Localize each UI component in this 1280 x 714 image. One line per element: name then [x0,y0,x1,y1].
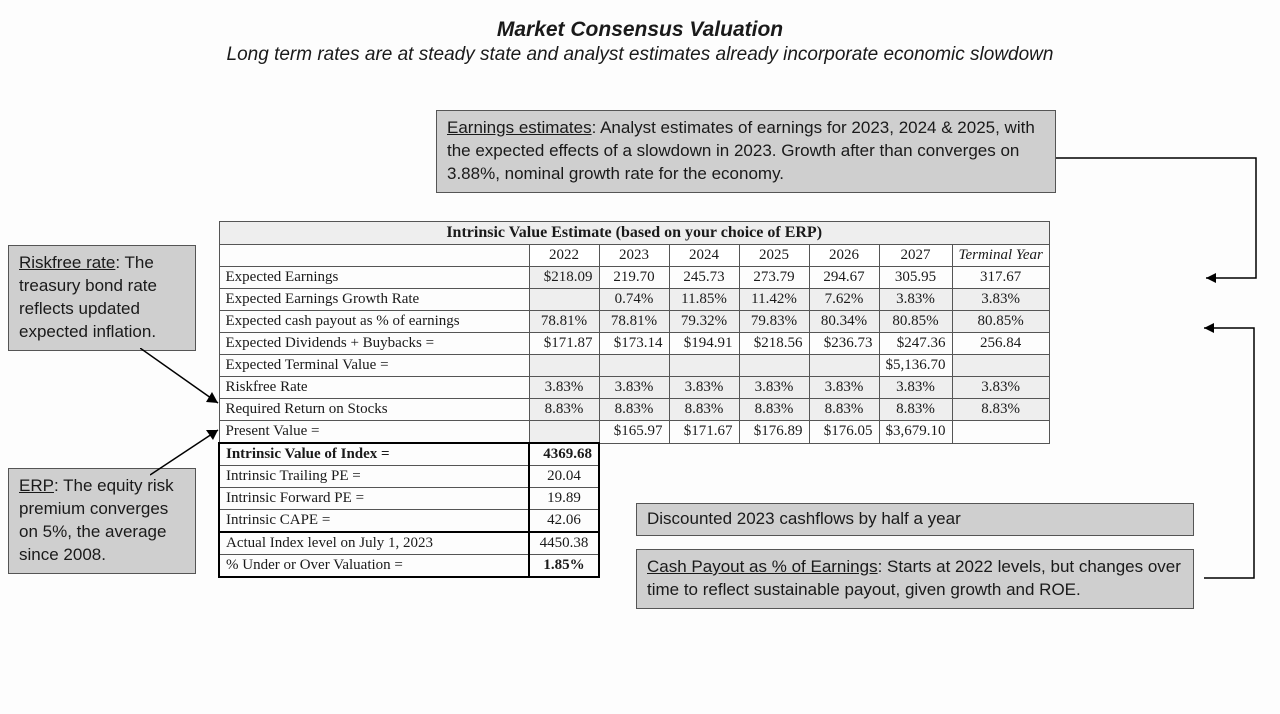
row-intrinsic-value: Intrinsic Value of Index = 4369.68 [219,443,1049,466]
page-subtitle: Long term rates are at steady state and … [0,44,1280,66]
row-forward-pe: Intrinsic Forward PE = 19.89 [219,488,1049,510]
col-2023: 2023 [599,245,669,267]
row-trailing-pe: Intrinsic Trailing PE = 20.04 [219,466,1049,488]
row-expected-earnings: Expected Earnings $218.09 219.70 245.73 … [219,267,1049,289]
col-2024: 2024 [669,245,739,267]
callout-riskfree: Riskfree rate: The treasury bond rate re… [8,245,196,351]
callout-earnings: Earnings estimates: Analyst estimates of… [436,110,1056,193]
connector-payout-to-row [1194,318,1274,588]
row-actual-index: Actual Index level on July 1, 2023 4450.… [219,532,1049,555]
col-terminal: Terminal Year [952,245,1049,267]
row-riskfree-rate: Riskfree Rate 3.83% 3.83% 3.83% 3.83% 3.… [219,377,1049,399]
col-2025: 2025 [739,245,809,267]
connector-riskfree-arrow1 [140,348,230,418]
col-2027: 2027 [879,245,952,267]
callout-erp: ERP: The equity risk premium converges o… [8,468,196,574]
page-title: Market Consensus Valuation [0,18,1280,42]
valuation-table: Intrinsic Value Estimate (based on your … [218,221,1050,578]
row-over-under: % Under or Over Valuation = 1.85% [219,555,1049,578]
row-dividends-buybacks: Expected Dividends + Buybacks = $171.87 … [219,333,1049,355]
row-terminal-value: Expected Terminal Value = $5,136.70 [219,355,1049,377]
col-2022: 2022 [529,245,599,267]
connector-earnings-to-table [1056,138,1276,288]
row-required-return: Required Return on Stocks 8.83% 8.83% 8.… [219,399,1049,421]
row-cash-payout-pct: Expected cash payout as % of earnings 78… [219,311,1049,333]
row-cape: Intrinsic CAPE = 42.06 [219,510,1049,533]
callout-term: Earnings estimates [447,118,592,137]
row-earnings-growth: Expected Earnings Growth Rate 0.74% 11.8… [219,289,1049,311]
table-header: Intrinsic Value Estimate (based on your … [219,222,1049,245]
col-2026: 2026 [809,245,879,267]
callout-term: Riskfree rate [19,253,115,272]
callout-term: ERP [19,476,54,495]
row-present-value: Present Value = $165.97 $171.67 $176.89 … [219,421,1049,444]
